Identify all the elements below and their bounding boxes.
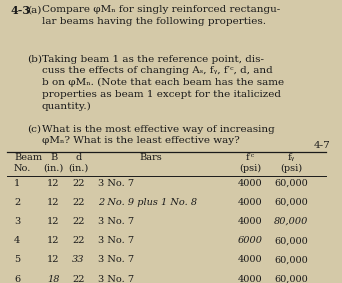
- Text: 80,000: 80,000: [274, 217, 308, 226]
- Text: 18: 18: [47, 275, 60, 283]
- Text: 6000: 6000: [238, 236, 263, 245]
- Text: 3 No. 7: 3 No. 7: [98, 217, 134, 226]
- Text: 4: 4: [14, 236, 20, 245]
- Text: (a): (a): [27, 5, 41, 14]
- Text: 22: 22: [72, 179, 84, 188]
- Text: 12: 12: [47, 256, 60, 265]
- Text: Compare φMₙ for singly reinforced rectangu-
lar beams having the following prope: Compare φMₙ for singly reinforced rectan…: [42, 5, 280, 26]
- Text: 3 No. 7: 3 No. 7: [98, 275, 134, 283]
- Text: 12: 12: [47, 217, 60, 226]
- Text: d
(in.): d (in.): [68, 153, 89, 173]
- Text: 12: 12: [47, 179, 60, 188]
- Text: 4000: 4000: [238, 256, 262, 265]
- Text: 3 No. 7: 3 No. 7: [98, 256, 134, 265]
- Text: 12: 12: [47, 198, 60, 207]
- Text: 3: 3: [14, 217, 20, 226]
- Text: 22: 22: [72, 275, 84, 283]
- Text: 22: 22: [72, 236, 84, 245]
- Text: 5: 5: [14, 256, 20, 265]
- Text: 4000: 4000: [238, 217, 262, 226]
- Text: 12: 12: [47, 236, 60, 245]
- Text: 22: 22: [72, 198, 84, 207]
- Text: 22: 22: [72, 217, 84, 226]
- Text: 60,000: 60,000: [275, 256, 308, 265]
- Text: Bars: Bars: [140, 153, 162, 162]
- Text: 2 No. 9 plus 1 No. 8: 2 No. 9 plus 1 No. 8: [98, 198, 197, 207]
- Text: 3 No. 7: 3 No. 7: [98, 179, 134, 188]
- Text: Beam
No.: Beam No.: [14, 153, 42, 173]
- Text: 4000: 4000: [238, 275, 262, 283]
- Text: B
(in.): B (in.): [43, 153, 64, 173]
- Text: What is the most effective way of increasing
φMₙ? What is the least effective wa: What is the most effective way of increa…: [42, 125, 275, 145]
- Text: 4000: 4000: [238, 179, 262, 188]
- Text: f′ᶜ
(psi): f′ᶜ (psi): [239, 153, 261, 173]
- Text: 33: 33: [72, 256, 84, 265]
- Text: 60,000: 60,000: [275, 236, 308, 245]
- Text: 4-7: 4-7: [314, 142, 330, 151]
- Text: 4000: 4000: [238, 198, 262, 207]
- Text: 4-3: 4-3: [11, 5, 31, 16]
- Text: 60,000: 60,000: [275, 179, 308, 188]
- Text: (c): (c): [27, 125, 41, 134]
- Text: 60,000: 60,000: [275, 275, 308, 283]
- Text: 3 No. 7: 3 No. 7: [98, 236, 134, 245]
- Text: Taking beam 1 as the reference point, dis-
cuss the effects of changing Aₛ, fᵧ, : Taking beam 1 as the reference point, di…: [42, 55, 284, 111]
- Text: fᵧ
(psi): fᵧ (psi): [280, 153, 303, 173]
- Text: 2: 2: [14, 198, 20, 207]
- Text: 1: 1: [14, 179, 20, 188]
- Text: (b): (b): [27, 55, 42, 63]
- Text: 60,000: 60,000: [275, 198, 308, 207]
- Text: 6: 6: [14, 275, 20, 283]
